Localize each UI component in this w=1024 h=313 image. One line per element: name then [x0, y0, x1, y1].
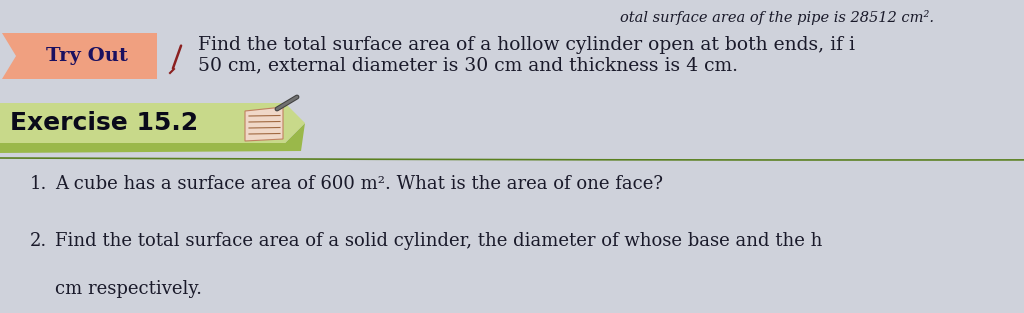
- Text: Try Out: Try Out: [45, 47, 127, 65]
- Text: Exercise 15.2: Exercise 15.2: [10, 111, 198, 135]
- Polygon shape: [0, 123, 305, 153]
- Text: 1.: 1.: [30, 175, 47, 193]
- Text: A cube has a surface area of 600 m². What is the area of one face?: A cube has a surface area of 600 m². Wha…: [55, 175, 663, 193]
- Text: otal surface area of the pipe is 28512 cm².: otal surface area of the pipe is 28512 c…: [620, 10, 934, 25]
- Polygon shape: [0, 103, 305, 143]
- Polygon shape: [2, 33, 157, 79]
- Text: cm respectively.: cm respectively.: [55, 280, 202, 298]
- Text: 2.: 2.: [30, 232, 47, 250]
- Polygon shape: [245, 107, 283, 141]
- Text: Find the total surface area of a solid cylinder, the diameter of whose base and : Find the total surface area of a solid c…: [55, 232, 822, 250]
- Text: Find the total surface area of a hollow cylinder open at both ends, if i
50 cm, : Find the total surface area of a hollow …: [198, 36, 855, 75]
